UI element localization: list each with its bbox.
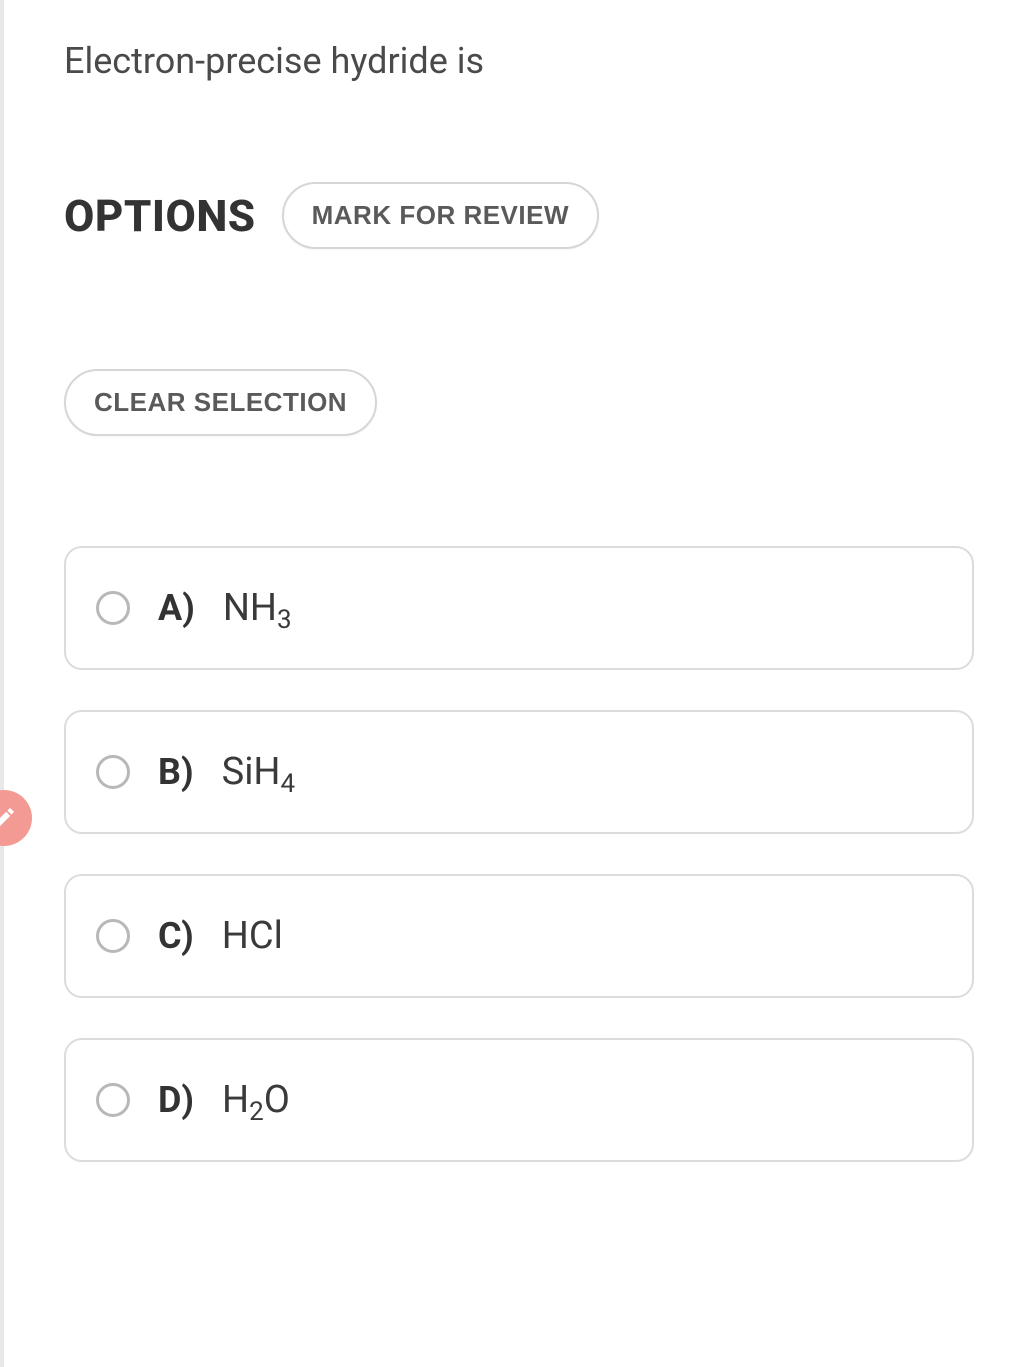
option-letter: B) — [158, 751, 194, 793]
edit-badge[interactable] — [0, 790, 32, 846]
formula-subscript: 3 — [277, 605, 292, 635]
radio-icon[interactable] — [96, 591, 130, 625]
radio-icon[interactable] — [96, 1083, 130, 1117]
radio-icon[interactable] — [96, 919, 130, 953]
option-card[interactable]: B) SiH4 — [64, 710, 974, 834]
options-heading: OPTIONS — [64, 190, 256, 242]
pencil-icon — [0, 805, 17, 831]
option-formula: NH3 — [223, 586, 292, 630]
options-header-row: OPTIONS MARK FOR REVIEW — [64, 182, 974, 249]
option-formula: H2O — [222, 1078, 290, 1122]
mark-for-review-button[interactable]: MARK FOR REVIEW — [282, 182, 599, 249]
option-card[interactable]: C) HCl — [64, 874, 974, 998]
option-letter: A) — [158, 587, 195, 629]
clear-selection-wrap: CLEAR SELECTION — [64, 369, 974, 436]
formula-base: NH — [223, 586, 277, 630]
formula-subscript: 4 — [281, 769, 296, 799]
option-letter: D) — [158, 1079, 194, 1121]
clear-selection-button[interactable]: CLEAR SELECTION — [64, 369, 377, 436]
options-list: A) NH3 B) SiH4 C) HCl D) H2O — [64, 546, 974, 1162]
option-formula: HCl — [222, 914, 283, 958]
formula-tail: O — [264, 1078, 290, 1122]
formula-subscript: 2 — [249, 1097, 264, 1127]
radio-icon[interactable] — [96, 755, 130, 789]
option-card[interactable]: A) NH3 — [64, 546, 974, 670]
option-formula: SiH4 — [222, 750, 296, 794]
option-card[interactable]: D) H2O — [64, 1038, 974, 1162]
option-letter: C) — [158, 915, 194, 957]
formula-base: SiH — [222, 750, 281, 794]
formula-base: HCl — [222, 914, 283, 958]
question-text: Electron-precise hydride is — [64, 40, 974, 82]
formula-base: H — [222, 1078, 249, 1122]
